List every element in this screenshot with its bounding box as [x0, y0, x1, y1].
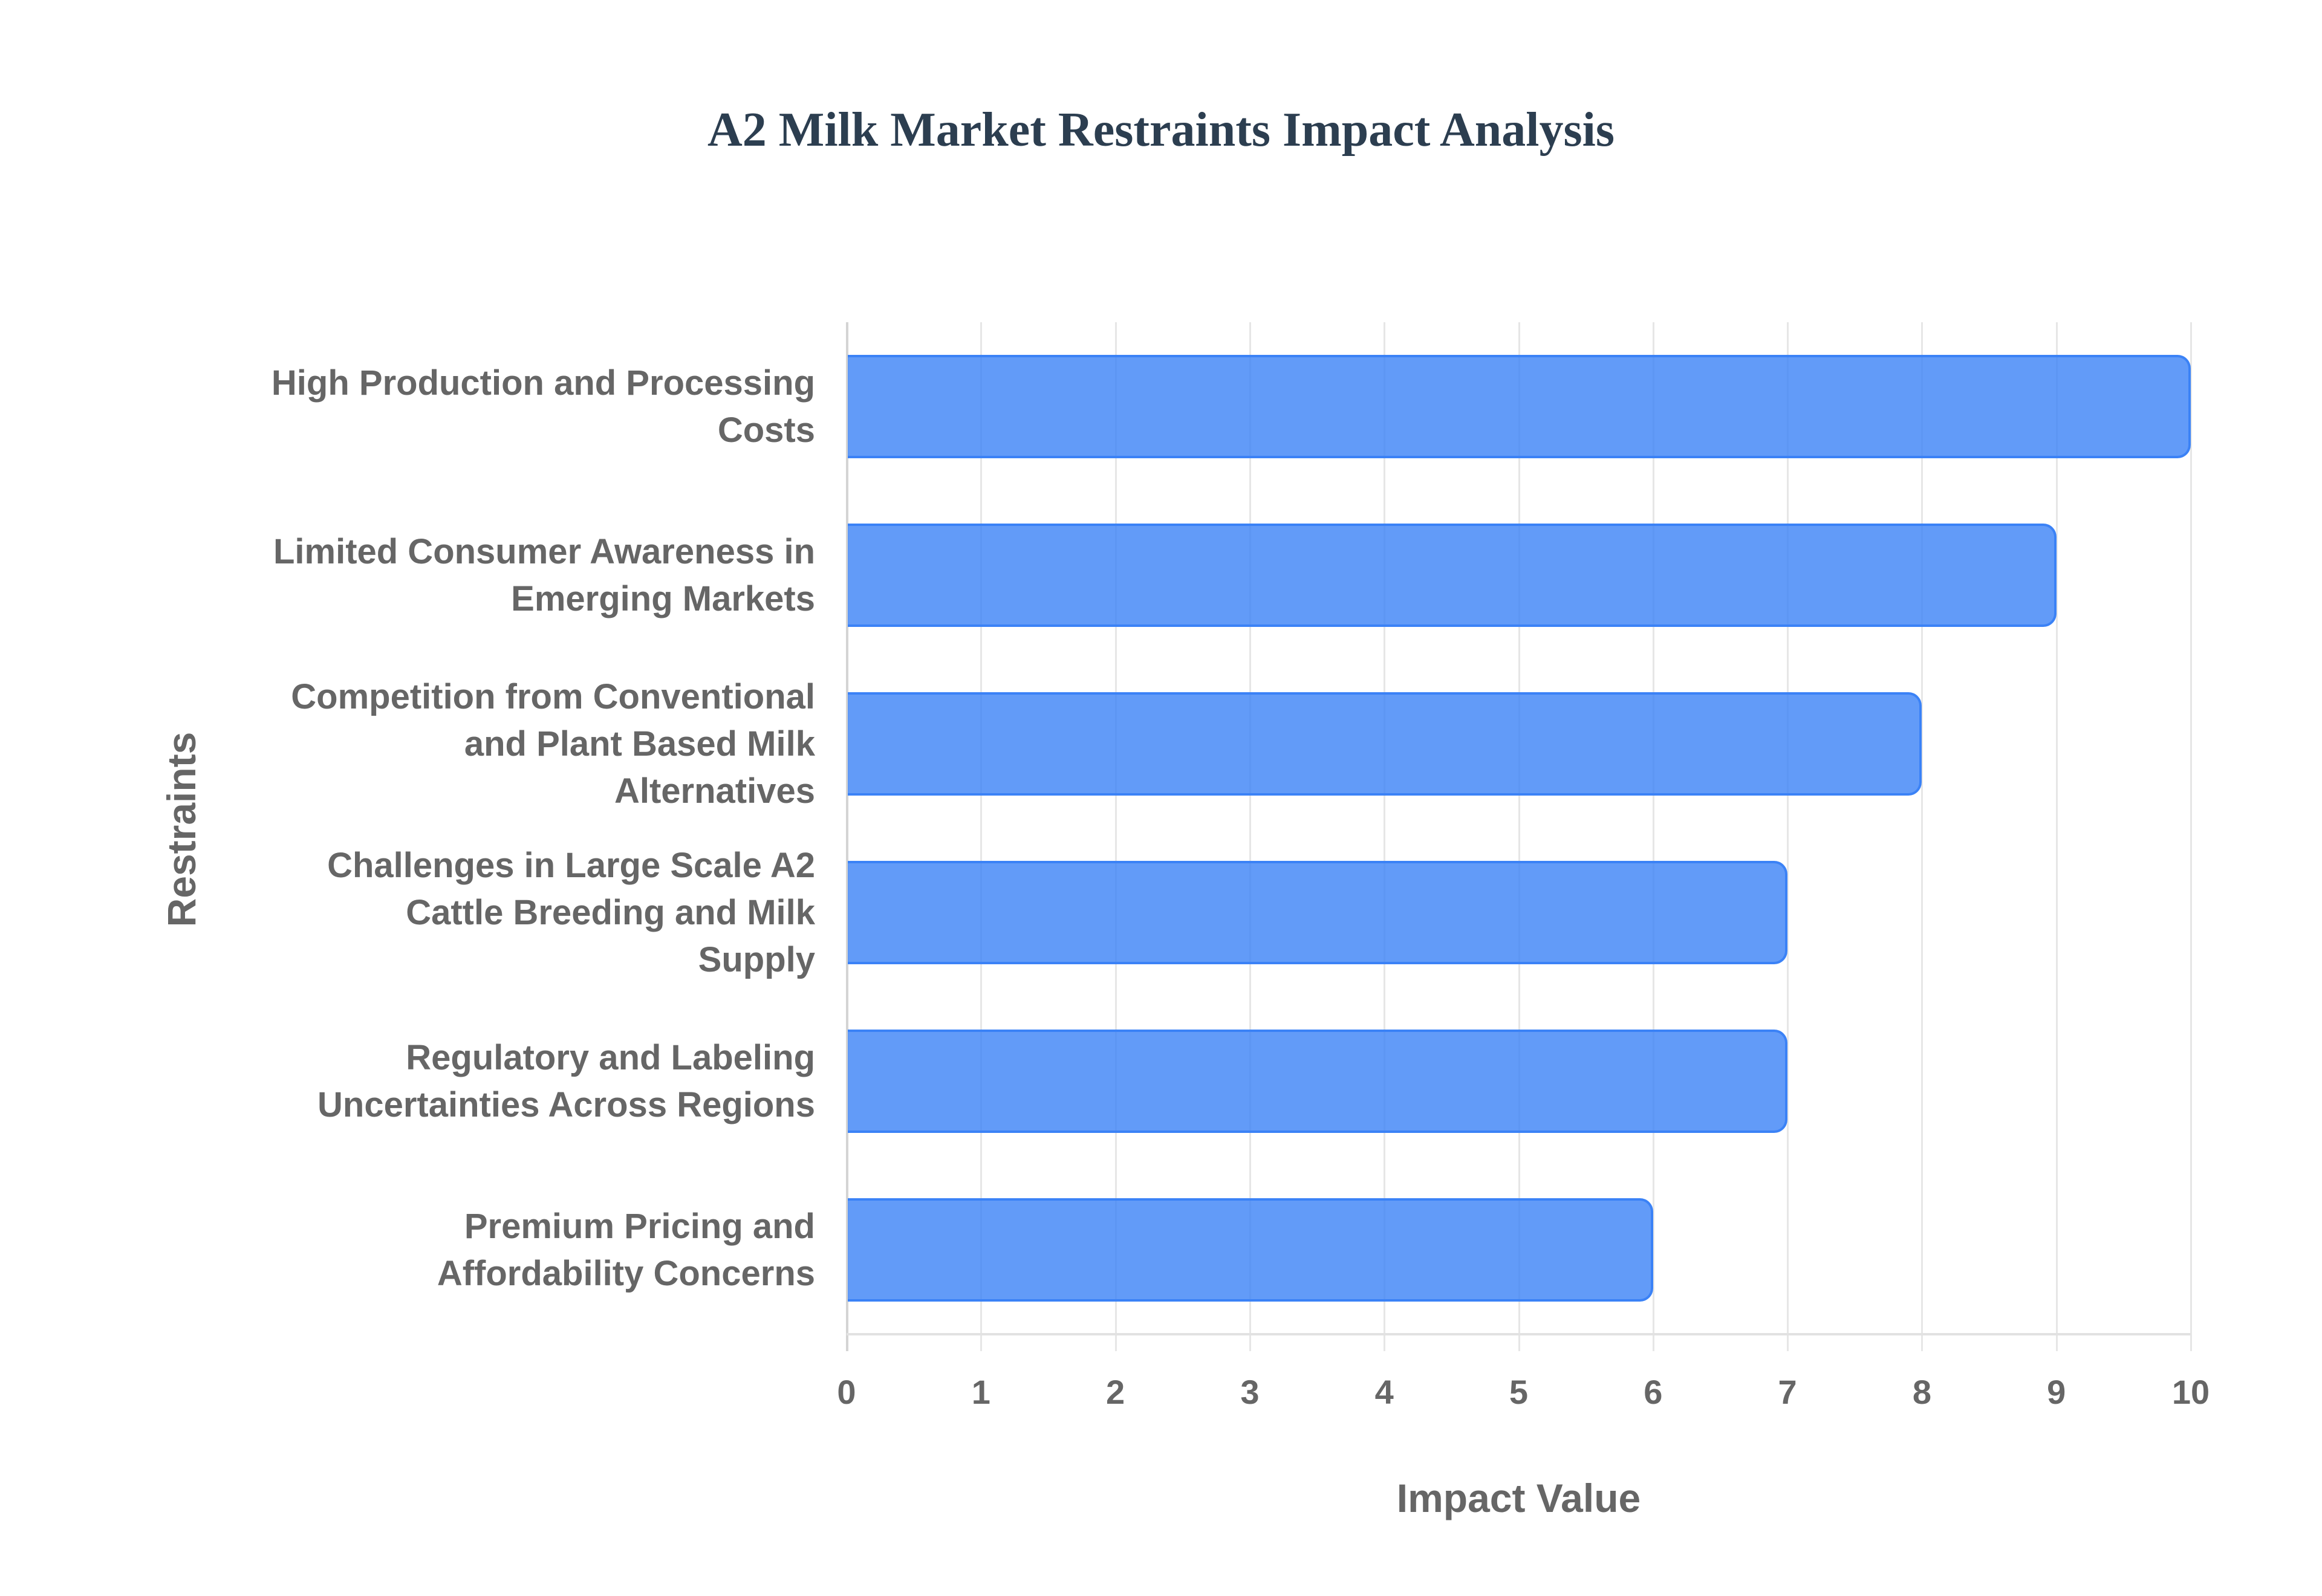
y-category-label: Regulatory and Labeling Uncertainties Acr… — [271, 991, 815, 1172]
x-tick-label: 0 — [837, 1373, 856, 1411]
gridline — [1921, 322, 1924, 1351]
gridline — [846, 322, 848, 1351]
x-tick-label: 8 — [1912, 1373, 1931, 1411]
gridline — [1787, 322, 1789, 1351]
x-axis-title: Impact Value — [1396, 1476, 1641, 1520]
bar[interactable] — [848, 692, 1922, 796]
y-category-label: Limited Consumer Awareness in Emerging Ma… — [271, 485, 815, 666]
chart-title: A2 Milk Market Restraints Impact Analysi… — [707, 103, 1615, 157]
y-category-label-line: Regulatory and Labeling — [406, 1037, 815, 1077]
x-tick-label: 5 — [1509, 1373, 1529, 1411]
gridline — [1384, 322, 1386, 1351]
x-tick-label: 1 — [971, 1373, 990, 1411]
x-tick-label: 4 — [1374, 1373, 1394, 1411]
y-category-label: Challenges in Large Scale A2 Cattle Breed… — [271, 822, 815, 1004]
y-category-label-line: Alternatives — [614, 771, 815, 811]
gridline — [1114, 322, 1117, 1351]
gridline — [1652, 322, 1654, 1351]
x-tick-label: 2 — [1106, 1373, 1125, 1411]
y-category-label-line: Affordability Concerns — [437, 1253, 815, 1293]
y-category-label: High Production and Processing Costs — [271, 316, 815, 498]
y-category-label-line: High Production and Processing — [271, 363, 815, 403]
gridline — [2055, 322, 2058, 1351]
bar[interactable] — [848, 524, 2057, 627]
y-category-label-line: Competition from Conventional — [291, 676, 815, 716]
gridline — [1518, 322, 1520, 1351]
y-category-label: Premium Pricing and Affordability Concern… — [271, 1160, 815, 1341]
gridline — [2190, 322, 2192, 1351]
bar[interactable] — [848, 1198, 1653, 1302]
gridline — [980, 322, 983, 1351]
y-category-label-line: and Plant Based Milk — [464, 724, 815, 764]
y-category-label-line: Challenges in Large Scale A2 — [327, 845, 815, 885]
y-category-label-line: Costs — [717, 410, 815, 450]
x-tick-label: 6 — [1644, 1373, 1663, 1411]
y-axis-title: Restraints — [159, 731, 204, 927]
y-category-label-line: Cattle Breeding and Milk — [406, 892, 815, 932]
bar[interactable] — [848, 861, 1788, 964]
bar[interactable] — [848, 355, 2191, 458]
x-tick-label: 9 — [2047, 1373, 2066, 1411]
x-tick-label: 3 — [1240, 1373, 1260, 1411]
y-category-label-line: Supply — [698, 939, 815, 979]
y-category-label-line: Uncertainties Across Regions — [317, 1085, 815, 1124]
plot-area — [846, 322, 2192, 1351]
y-category-label-line: Premium Pricing and — [464, 1206, 815, 1246]
y-category-label-line: Limited Consumer Awareness in — [273, 531, 815, 571]
gridline — [1249, 322, 1251, 1351]
y-category-label-line: Emerging Markets — [511, 579, 815, 618]
x-tick-label: 10 — [2171, 1373, 2210, 1411]
x-tick-label: 7 — [1778, 1373, 1797, 1411]
x-axis-line — [847, 1333, 2191, 1335]
y-category-label: Competition from Conventional and Plant B… — [271, 654, 815, 835]
bar[interactable] — [848, 1030, 1788, 1133]
